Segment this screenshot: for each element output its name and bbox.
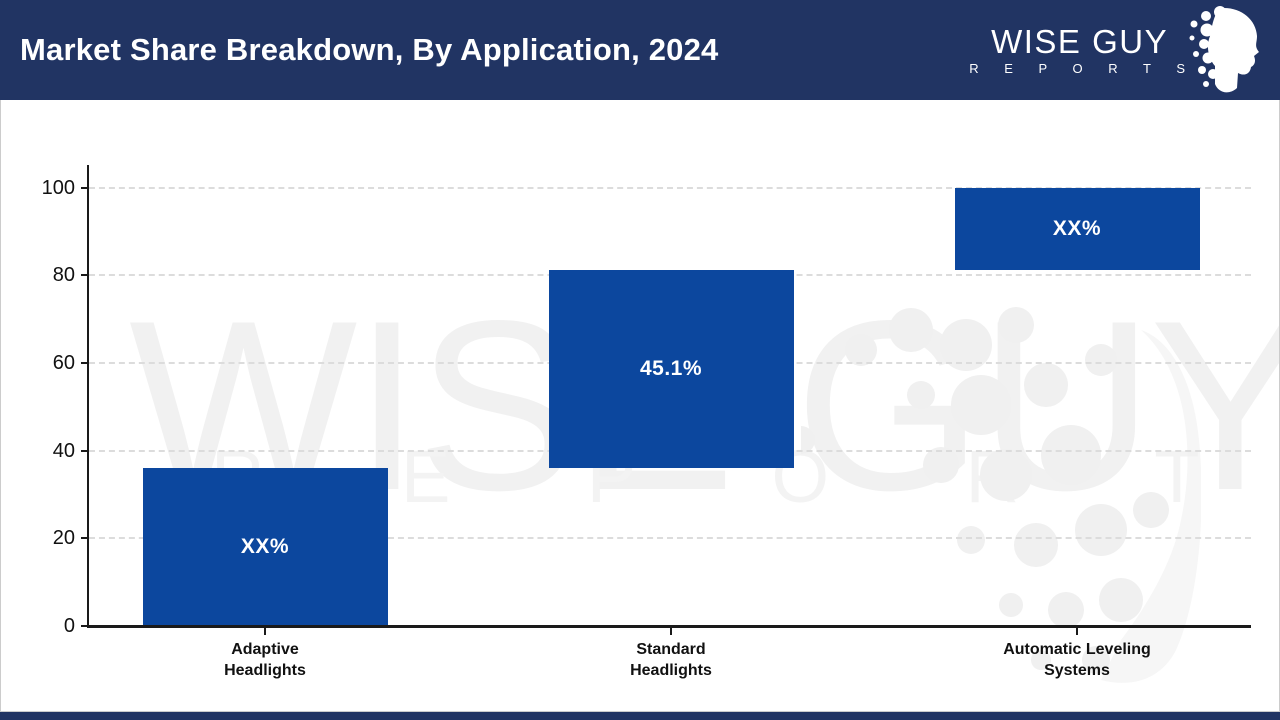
x-axis-spine <box>87 625 1251 628</box>
bar-value-label: XX% <box>240 535 290 559</box>
x-tick-3 <box>1076 628 1078 635</box>
bar-3[interactable]: XX% <box>954 187 1200 271</box>
plot: 0 20 40 60 80 100 XX% 45.1% XX% Adaptive Headlight… <box>1 100 1279 711</box>
y-tick-80 <box>81 274 89 277</box>
y-tick-0 <box>81 625 89 627</box>
category-label-1: Adaptive Headlights <box>224 641 306 679</box>
chart-title: Market Share Breakdown, By Application, … <box>20 32 719 67</box>
footer-bar <box>0 712 1280 720</box>
face-profile-icon <box>1189 6 1259 93</box>
bar-2[interactable]: 45.1% <box>548 270 794 469</box>
y-tick-100 <box>81 186 89 189</box>
y-tick-60 <box>81 361 89 364</box>
brand-logo: WISE GUY R E P O R T S <box>963 6 1280 94</box>
brand-name: WISE GUY <box>991 23 1169 60</box>
category-label-3: Automatic Leveling Systems <box>1003 641 1151 679</box>
bar-value-label: XX% <box>1052 216 1102 240</box>
gridline-100 <box>89 186 1251 189</box>
y-axis-spine <box>87 165 89 628</box>
y-tick-label: 20 <box>52 527 75 550</box>
brand-logo-text: WISE GUY R E P O R T S <box>963 25 1196 75</box>
y-tick-20 <box>81 537 89 540</box>
y-tick-label: 0 <box>63 615 75 637</box>
category-label-2: Standard Headlights <box>630 641 712 679</box>
x-tick-1 <box>264 628 266 635</box>
y-tick-label: 80 <box>52 264 75 287</box>
bar-1[interactable]: XX% <box>142 468 388 626</box>
y-tick-label: 40 <box>52 439 75 462</box>
gridline-20 <box>89 537 1251 540</box>
y-tick-label: 100 <box>41 176 75 199</box>
chart-area: WISE GUY R E P O R T S 020406080100XX%45… <box>0 100 1280 712</box>
brand-subtitle: R E P O R T S <box>969 61 1196 76</box>
bar-value-label: 45.1% <box>639 357 703 381</box>
x-tick-2 <box>670 628 672 635</box>
header-bar: Market Share Breakdown, By Application, … <box>0 0 1280 100</box>
y-tick-label: 60 <box>52 351 75 374</box>
y-tick-40 <box>81 449 89 452</box>
